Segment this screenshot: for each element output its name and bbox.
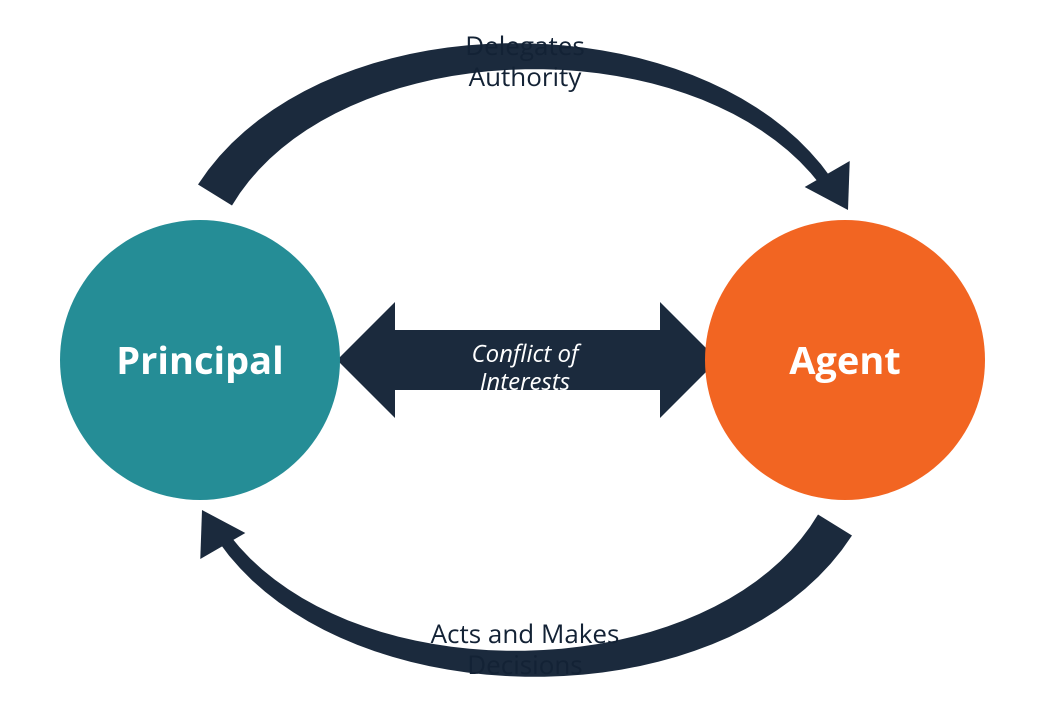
- node-agent: Agent: [705, 220, 985, 500]
- node-principal-label: Principal: [116, 334, 283, 386]
- center-arrow-label: Conflict of Interests: [325, 340, 725, 395]
- top-arc-label: Delegates Authority: [325, 30, 725, 92]
- node-agent-label: Agent: [789, 334, 901, 386]
- bottom-arc-label: Acts and Makes Decisions: [325, 618, 725, 680]
- diagram-stage: Principal Agent Delegates Authority Acts…: [0, 0, 1051, 715]
- node-principal: Principal: [60, 220, 340, 500]
